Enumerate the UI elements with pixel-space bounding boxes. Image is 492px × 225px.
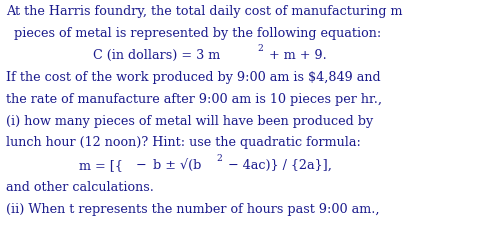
Text: pieces of metal is represented by the following equation:: pieces of metal is represented by the fo… bbox=[6, 27, 381, 39]
Text: (i) how many pieces of metal will have been produced by: (i) how many pieces of metal will have b… bbox=[6, 114, 373, 127]
Text: At the Harris foundry, the total daily cost of manufacturing m: At the Harris foundry, the total daily c… bbox=[6, 5, 402, 18]
Text: 2: 2 bbox=[258, 44, 264, 53]
Text: If the cost of the work produced by 9:00 am is $4,849 and: If the cost of the work produced by 9:00… bbox=[6, 70, 380, 83]
Text: + m + 9.: + m + 9. bbox=[265, 49, 327, 61]
Text: m = [{: m = [{ bbox=[79, 158, 123, 171]
Text: − 4ac)} / {2a}],: − 4ac)} / {2a}], bbox=[224, 158, 332, 171]
Text: −: − bbox=[135, 158, 146, 171]
Text: and other calculations.: and other calculations. bbox=[6, 180, 154, 193]
Text: the rate of manufacture after 9:00 am is 10 pieces per hr.,: the rate of manufacture after 9:00 am is… bbox=[6, 92, 382, 105]
Text: 2: 2 bbox=[216, 153, 222, 162]
Text: (ii) When t represents the number of hours past 9:00 am.,: (ii) When t represents the number of hou… bbox=[6, 202, 379, 215]
Text: b ± √(b: b ± √(b bbox=[149, 158, 201, 171]
Text: express the total cost as a function of t.: express the total cost as a function of … bbox=[6, 224, 261, 225]
Text: lunch hour (12 noon)? Hint: use the quadratic formula:: lunch hour (12 noon)? Hint: use the quad… bbox=[6, 136, 361, 149]
Text: C (in dollars) = 3 m: C (in dollars) = 3 m bbox=[93, 49, 221, 61]
